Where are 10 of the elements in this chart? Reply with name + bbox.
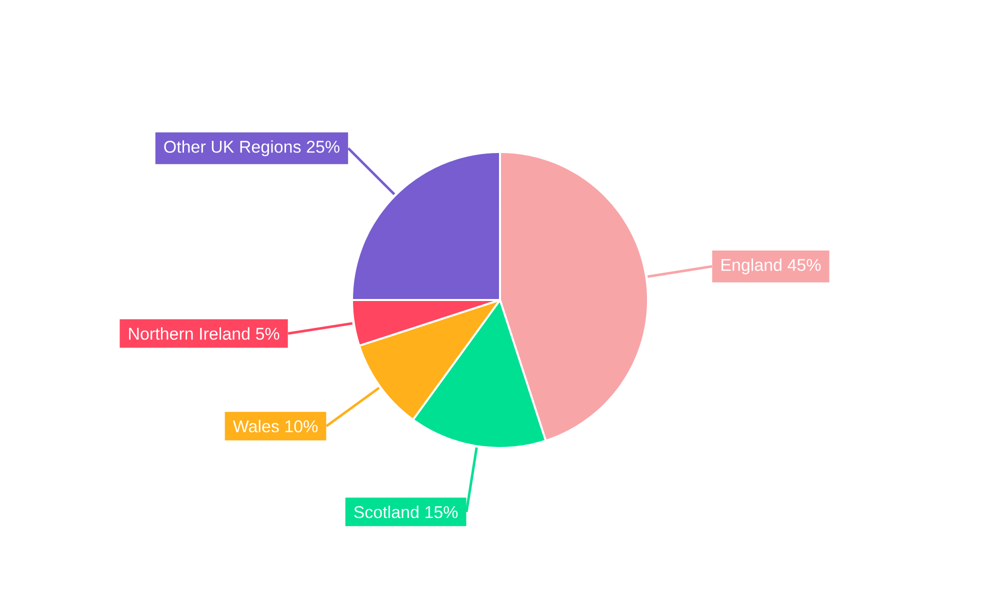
data-label: 10%	[285, 420, 318, 432]
slice-label: Wales	[232, 420, 279, 432]
slice-label: England	[722, 258, 782, 274]
slice-label: Other UK Regions	[164, 140, 301, 156]
data-label: 5%	[256, 328, 280, 340]
data-label: 25%	[306, 140, 340, 153]
slice-label: Northern Ireland	[129, 327, 250, 340]
slice-label: Scotland	[354, 506, 418, 518]
data-label: 15%	[426, 506, 458, 518]
data-label: 45%	[788, 259, 821, 271]
